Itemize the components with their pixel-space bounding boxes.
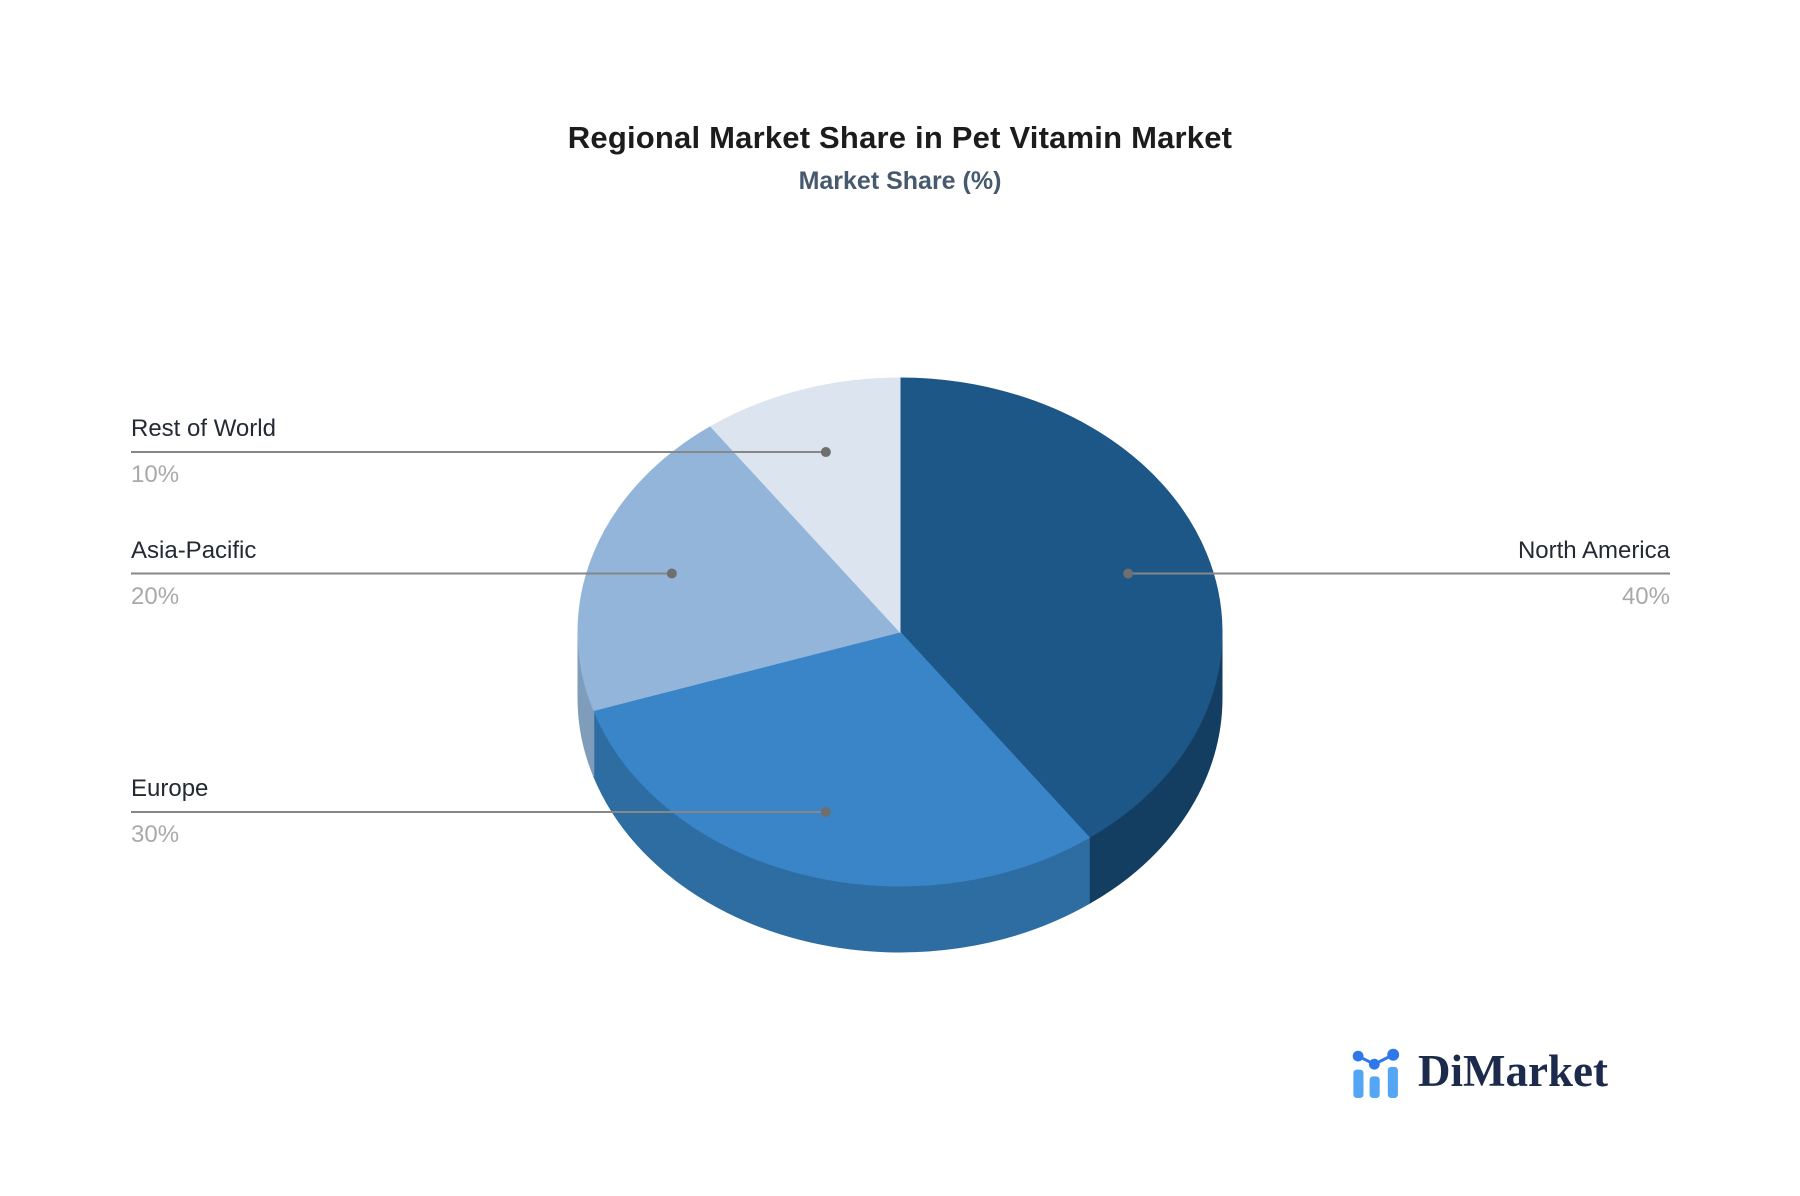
leader-dot-north-america bbox=[1123, 568, 1134, 579]
pie-slice-europe[interactable] bbox=[593, 631, 1091, 887]
chart-title: Regional Market Share in Pet Vitamin Mar… bbox=[567, 120, 1233, 155]
chart-subtitle: Market Share (%) bbox=[798, 167, 1002, 195]
leader-dot-asia-pacific bbox=[666, 568, 677, 579]
leader-dot-rest-of-world bbox=[820, 447, 831, 458]
leader-dot-europe bbox=[820, 806, 831, 817]
dimarket-logo-text: DiMarket bbox=[1418, 1045, 1608, 1096]
pie-slice-rest-of-world[interactable] bbox=[709, 377, 901, 634]
dimarket-logo: DiMarket bbox=[1348, 1042, 1608, 1104]
pie-slice-north-america[interactable] bbox=[899, 377, 1223, 839]
bar-line-chart-icon bbox=[1352, 1048, 1400, 1098]
